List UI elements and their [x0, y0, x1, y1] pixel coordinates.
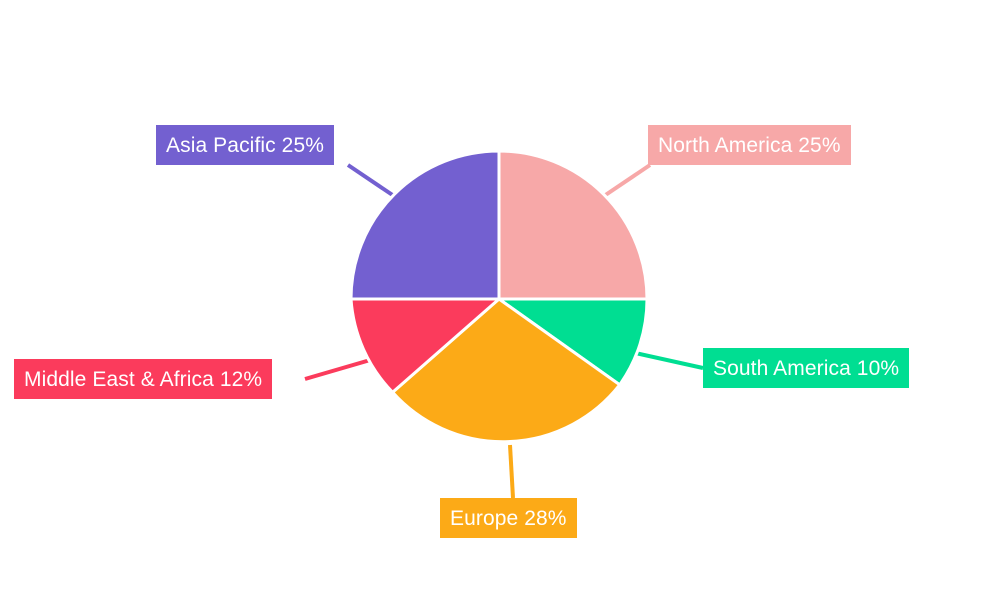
pie-slice-middle-east-africa[interactable]: [349, 297, 503, 395]
pie-slice-asia-pacific[interactable]: [349, 149, 501, 301]
leader-line-north-america: [602, 163, 652, 198]
pie-label-north-america[interactable]: North America 25%: [648, 125, 851, 165]
leader-line-asia-pacific: [346, 163, 396, 198]
leader-line-europe: [508, 444, 515, 499]
pie-slice-europe[interactable]: [390, 297, 622, 444]
pie-slice-south-america[interactable]: [494, 297, 649, 387]
pie-label-europe[interactable]: Europe 28%: [440, 498, 577, 538]
pie-slices: [349, 149, 649, 444]
pie-label-asia-pacific[interactable]: Asia Pacific 25%: [156, 125, 335, 165]
pie-label-middle-east-africa[interactable]: Middle East & Africa 12%: [14, 359, 273, 399]
pie-label-south-america[interactable]: South America 10%: [703, 348, 910, 388]
pie-slice-north-america[interactable]: [497, 149, 649, 301]
